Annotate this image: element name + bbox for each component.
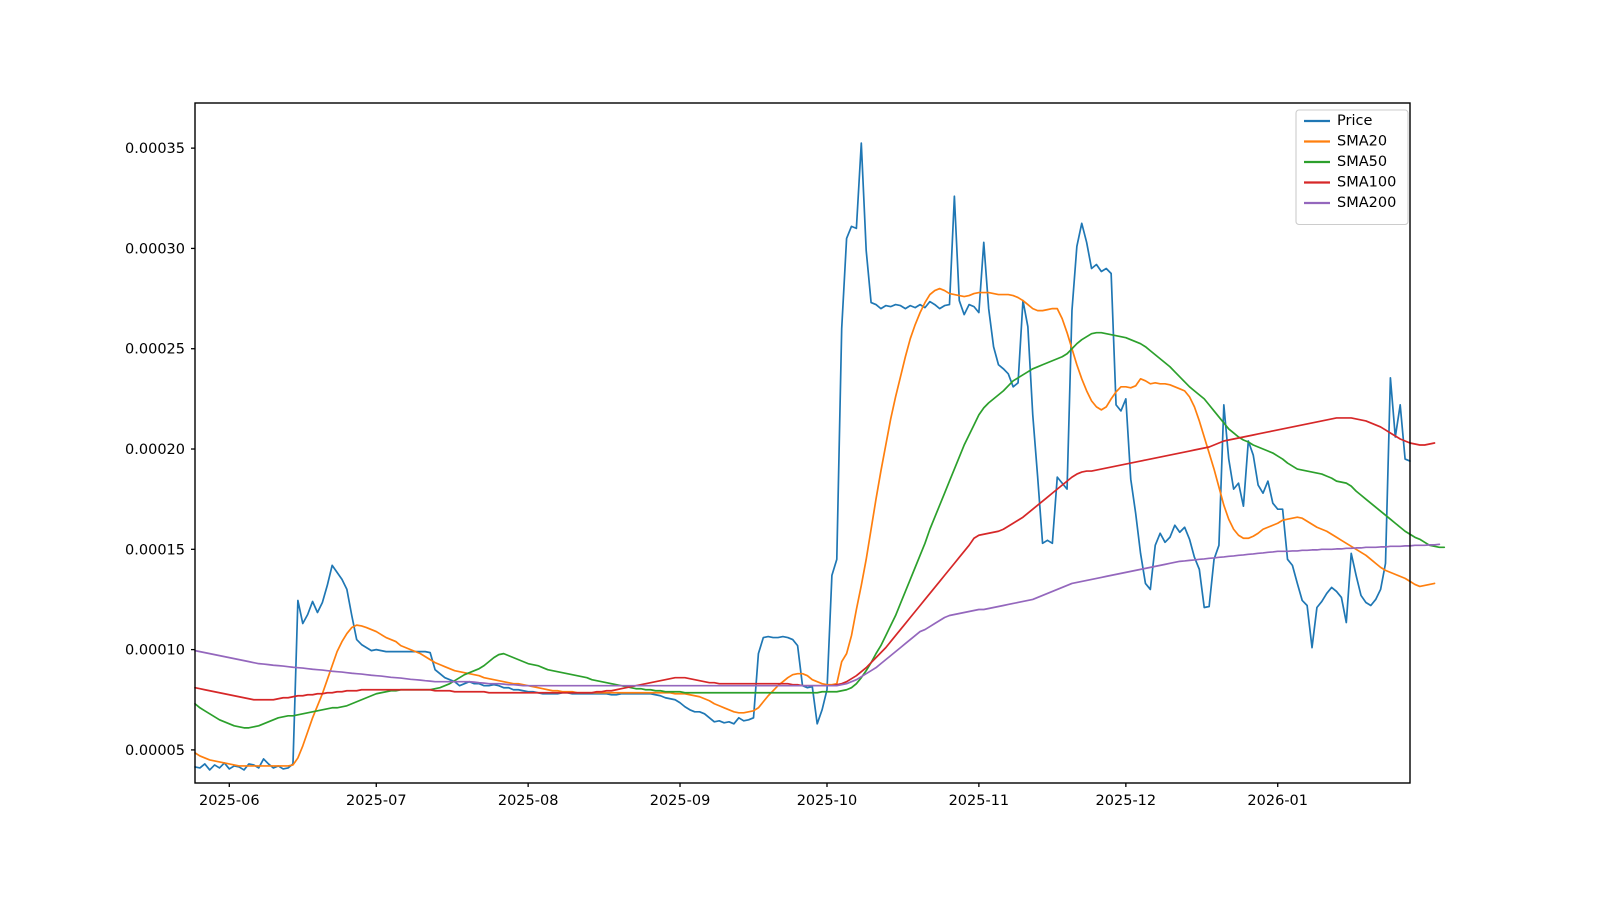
x-tick-label: 2026-01 bbox=[1247, 793, 1308, 809]
x-tick-label: 2025-08 bbox=[498, 793, 559, 809]
legend-label-sma200[interactable]: SMA200 bbox=[1337, 195, 1396, 211]
x-tick-label: 2025-12 bbox=[1096, 793, 1157, 809]
y-tick-label: 0.00020 bbox=[125, 442, 185, 458]
legend-label-sma100[interactable]: SMA100 bbox=[1337, 175, 1396, 191]
series-lines bbox=[194, 142, 1446, 771]
y-tick-label: 0.00035 bbox=[125, 141, 185, 157]
x-tick-label: 2025-11 bbox=[949, 793, 1010, 809]
series-line-sma100 bbox=[194, 417, 1436, 701]
chart-legend[interactable]: Price SMA20 SMA50 SMA100 SMA200 bbox=[1295, 109, 1409, 226]
axes-spines bbox=[194, 102, 1411, 784]
series-line-sma20 bbox=[194, 287, 1436, 767]
x-tick-label: 2025-07 bbox=[346, 793, 407, 809]
y-tick-label: 0.00025 bbox=[125, 342, 185, 358]
plot-frame bbox=[194, 102, 1411, 784]
series-line-sma200 bbox=[194, 543, 1441, 687]
axis-ticks: 0.00005 0.00010 0.00015 0.00020 0.00025 0.000… bbox=[125, 141, 1308, 809]
legend-label-sma50[interactable]: SMA50 bbox=[1337, 154, 1387, 170]
x-tick-label: 2025-06 bbox=[199, 793, 260, 809]
y-tick-label: 0.00015 bbox=[125, 542, 185, 558]
y-tick-label: 0.00010 bbox=[125, 643, 185, 659]
series-line-sma50 bbox=[194, 331, 1446, 729]
y-tick-label: 0.00005 bbox=[125, 743, 185, 759]
y-tick-label: 0.00030 bbox=[125, 241, 185, 257]
legend-label-sma20[interactable]: SMA20 bbox=[1337, 134, 1387, 150]
x-tick-label: 2025-09 bbox=[650, 793, 711, 809]
legend-box bbox=[1295, 109, 1409, 226]
x-tick-label: 2025-10 bbox=[797, 793, 858, 809]
legend-label-price[interactable]: Price bbox=[1337, 113, 1372, 129]
